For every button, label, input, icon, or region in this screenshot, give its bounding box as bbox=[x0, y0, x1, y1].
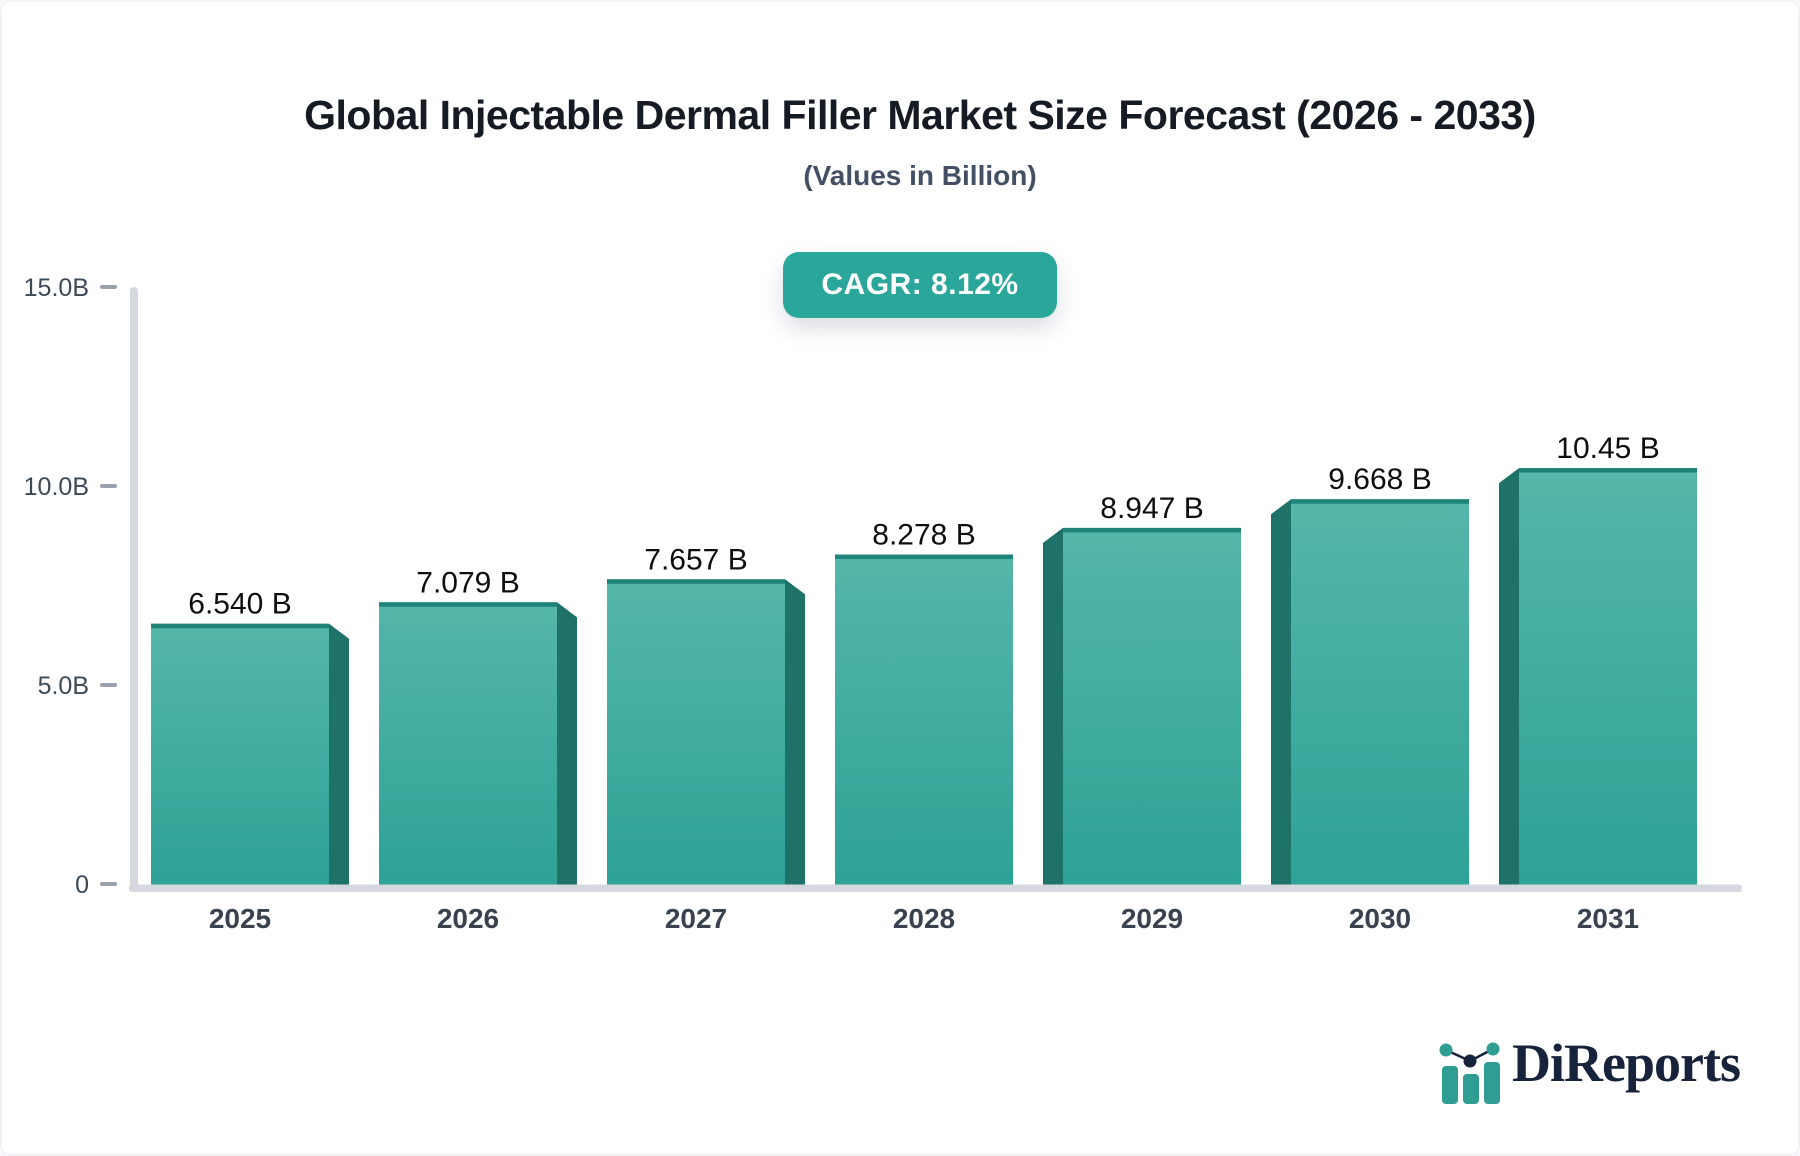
bar-value-label: 8.278 B bbox=[872, 519, 975, 552]
bar-top-edge bbox=[151, 623, 329, 629]
y-tick-label: 10.0B bbox=[24, 473, 89, 501]
y-tick-label: 5.0B bbox=[38, 672, 89, 700]
cagr-badge: CAGR: 8.12% bbox=[783, 252, 1057, 318]
cagr-badge-row: CAGR: 8.12% bbox=[40, 252, 1800, 318]
x-tick-label: 2028 bbox=[893, 903, 955, 934]
logo-dot bbox=[1463, 1054, 1477, 1068]
bar-top-edge bbox=[607, 579, 785, 584]
logo-bar bbox=[1484, 1062, 1501, 1104]
logo-bar bbox=[1442, 1066, 1459, 1104]
bar-value-label: 6.540 B bbox=[188, 588, 291, 621]
direports-logo-text: DiReports bbox=[1512, 1033, 1741, 1093]
y-tick-label: 0 bbox=[75, 871, 89, 899]
bar-value-label: 9.668 B bbox=[1328, 463, 1431, 496]
bar-side-3d bbox=[557, 602, 577, 886]
bar-2027 bbox=[607, 579, 785, 886]
bar-value-label: 8.947 B bbox=[1100, 492, 1203, 525]
bar-2030 bbox=[1291, 499, 1469, 886]
y-axis-line bbox=[130, 287, 138, 889]
y-axis-tick bbox=[100, 484, 117, 488]
logo-dot bbox=[1439, 1043, 1453, 1057]
direports-logo: DiReports bbox=[1436, 1032, 1741, 1108]
bar-top-edge bbox=[1519, 468, 1697, 473]
y-axis-tick bbox=[100, 285, 117, 289]
logo-bar bbox=[1463, 1074, 1480, 1104]
bar-side-3d bbox=[785, 579, 805, 886]
bar-value-label: 7.657 B bbox=[644, 543, 747, 576]
x-tick-label: 2029 bbox=[1121, 903, 1183, 934]
bar-top-edge bbox=[1063, 527, 1241, 533]
chart-title: Global Injectable Dermal Filler Market S… bbox=[304, 92, 1536, 138]
bar-top-edge bbox=[1291, 499, 1469, 504]
x-tick-label: 2025 bbox=[209, 903, 271, 934]
x-tick-label: 2026 bbox=[437, 903, 499, 934]
bar-top-edge bbox=[835, 554, 1013, 560]
bar-side-3d bbox=[1499, 468, 1519, 886]
chart-subtitle: (Values in Billion) bbox=[803, 160, 1037, 191]
bar-2028 bbox=[835, 554, 1013, 886]
x-tick-label: 2027 bbox=[665, 903, 727, 934]
bar-2029 bbox=[1063, 527, 1241, 886]
bar-2031 bbox=[1519, 468, 1697, 886]
y-axis-tick bbox=[100, 683, 117, 687]
logo-dot bbox=[1486, 1042, 1500, 1056]
bar-side-3d bbox=[1271, 499, 1291, 886]
y-axis-tick bbox=[100, 882, 117, 886]
bar-2026 bbox=[379, 602, 557, 886]
bar-value-label: 10.45 B bbox=[1556, 432, 1659, 465]
bar-side-3d bbox=[329, 623, 349, 886]
bar-value-label: 7.079 B bbox=[416, 566, 519, 599]
bar-top-edge bbox=[379, 602, 557, 607]
x-tick-label: 2030 bbox=[1349, 903, 1411, 934]
bar-2025 bbox=[151, 623, 329, 886]
direports-logo-icon bbox=[1439, 1042, 1501, 1104]
x-tick-label: 2031 bbox=[1577, 903, 1639, 934]
x-axis-line bbox=[129, 884, 1742, 892]
bar-side-3d bbox=[1043, 527, 1063, 886]
y-tick-label: 15.0B bbox=[24, 274, 89, 302]
